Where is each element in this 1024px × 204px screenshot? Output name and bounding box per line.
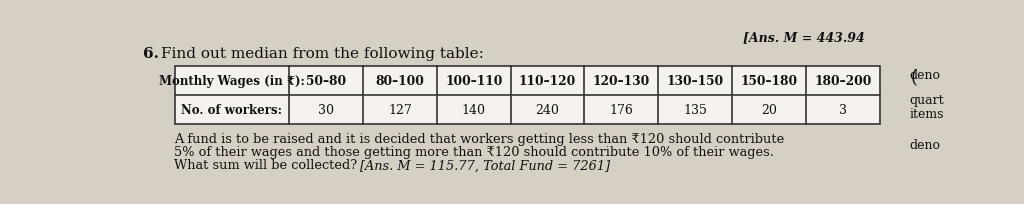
Text: What sum will be collected?: What sum will be collected?	[174, 159, 357, 172]
Text: 80–100: 80–100	[376, 75, 424, 88]
Text: (: (	[910, 69, 918, 87]
Text: 110–120: 110–120	[519, 75, 577, 88]
Text: 150–180: 150–180	[740, 75, 798, 88]
Text: 3: 3	[839, 104, 847, 117]
Text: 20: 20	[761, 104, 777, 117]
Text: [Ans. M = 443.94: [Ans. M = 443.94	[742, 31, 864, 43]
Text: items: items	[909, 107, 944, 120]
Bar	[174, 67, 880, 125]
Text: Monthly Wages (in ₹):: Monthly Wages (in ₹):	[159, 75, 305, 88]
Text: 5% of their wages and those getting more than ₹120 should contribute 10% of thei: 5% of their wages and those getting more…	[174, 145, 774, 159]
Text: deno: deno	[909, 69, 940, 82]
Text: 140: 140	[462, 104, 485, 117]
Text: 176: 176	[609, 104, 633, 117]
Text: 100–110: 100–110	[445, 75, 503, 88]
Text: quart: quart	[909, 93, 944, 106]
Text: No. of workers:: No. of workers:	[181, 104, 283, 117]
Text: 240: 240	[536, 104, 559, 117]
Text: [Ans. M = 115.77, Total Fund = 7261]: [Ans. M = 115.77, Total Fund = 7261]	[360, 159, 610, 172]
Text: 180–200: 180–200	[814, 75, 871, 88]
Text: 120–130: 120–130	[593, 75, 650, 88]
Text: 127: 127	[388, 104, 412, 117]
Text: 6.: 6.	[143, 47, 160, 61]
Text: 30: 30	[318, 104, 334, 117]
Text: deno: deno	[909, 138, 940, 151]
Text: 50–80: 50–80	[306, 75, 346, 88]
Text: A fund is to be raised and it is decided that workers getting less than ₹120 sho: A fund is to be raised and it is decided…	[174, 133, 784, 145]
Text: 130–150: 130–150	[667, 75, 724, 88]
Text: 135: 135	[683, 104, 708, 117]
Bar	[174, 67, 880, 125]
Text: Find out median from the following table:: Find out median from the following table…	[161, 47, 483, 61]
